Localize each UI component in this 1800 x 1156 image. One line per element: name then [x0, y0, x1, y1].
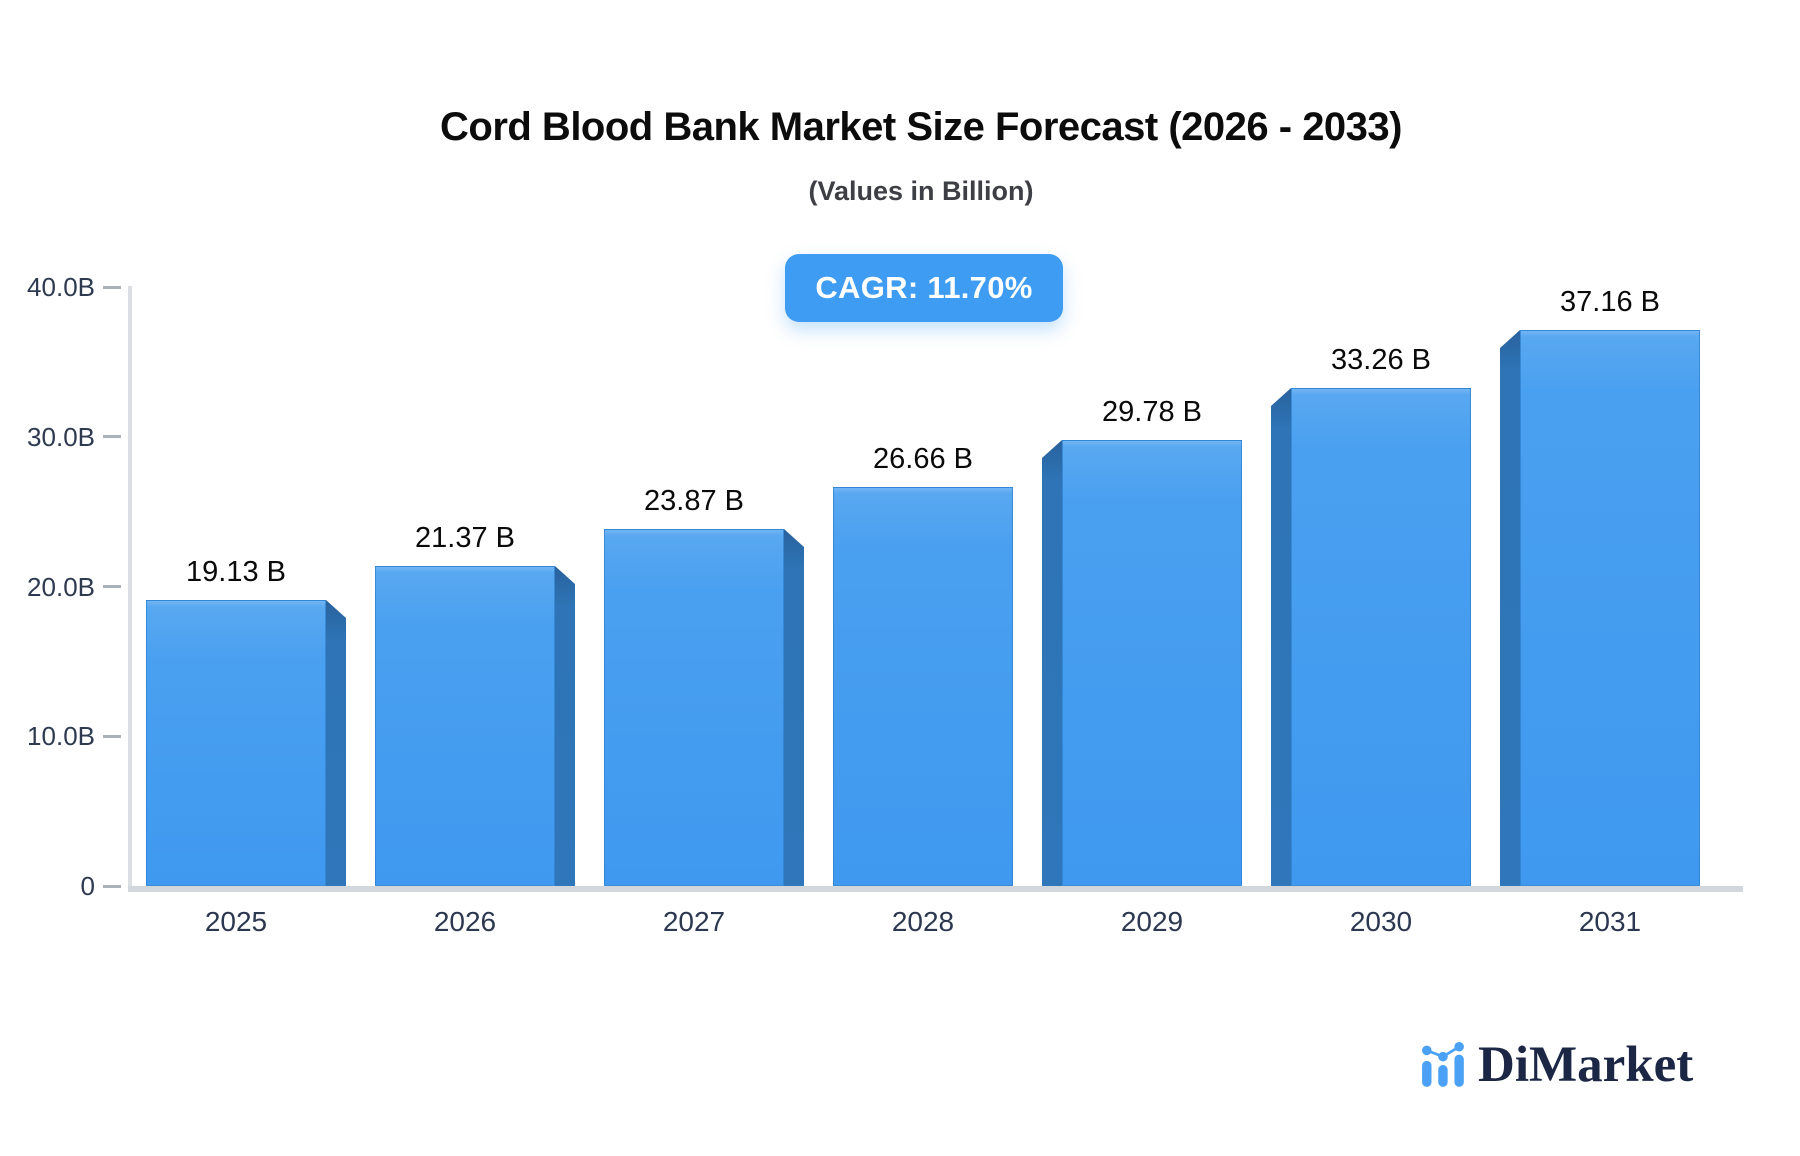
bar-side-2029 — [1042, 440, 1062, 886]
x-axis-baseline — [128, 886, 1743, 892]
bar-value-label-2030: 33.26 B — [1331, 344, 1431, 376]
y-tick-mark — [103, 435, 121, 439]
y-axis-line — [128, 286, 132, 890]
x-tick-label-2028: 2028 — [891, 906, 955, 937]
x-tick-label-2025: 2025 — [204, 906, 268, 937]
y-tick-mark — [103, 734, 121, 738]
bar-2027[interactable] — [604, 529, 784, 886]
y-tick-mark — [103, 285, 121, 289]
chart-subtitle: (Values in Billion) — [808, 176, 1034, 206]
bar-value-label-2025: 19.13 B — [186, 556, 286, 588]
bar-value-label-2027: 23.87 B — [644, 485, 744, 517]
bar-2030[interactable] — [1291, 388, 1471, 886]
x-tick-label-2026: 2026 — [433, 906, 497, 937]
bar-2029[interactable] — [1062, 440, 1242, 886]
bar-2028[interactable] — [833, 487, 1013, 886]
dimarket-logo: DiMarket — [1420, 1037, 1694, 1093]
x-tick-label-2030: 2030 — [1349, 906, 1413, 937]
chart-title: Cord Blood Bank Market Size Forecast (20… — [440, 105, 1403, 149]
bar-2031[interactable] — [1520, 330, 1700, 886]
mini-bar-line-chart-icon — [1421, 1041, 1464, 1087]
bar-side-2031 — [1500, 330, 1520, 886]
bar-value-label-2029: 29.78 B — [1102, 396, 1202, 428]
cagr-badge-label: CAGR: 11.70% — [815, 270, 1033, 305]
cagr-badge: CAGR: 11.70% — [785, 254, 1063, 322]
bar-value-label-2028: 26.66 B — [873, 443, 973, 475]
bar-value-label-2031: 37.16 B — [1560, 286, 1660, 318]
y-tick-label: 40.0B — [27, 272, 95, 303]
y-tick-label: 30.0B — [27, 421, 95, 452]
bar-2026[interactable] — [375, 566, 555, 886]
bar-value-label-2026: 21.37 B — [415, 522, 515, 554]
y-tick-label: 20.0B — [27, 571, 95, 602]
y-tick-label: 10.0B — [27, 721, 95, 752]
y-tick-mark — [103, 585, 121, 589]
bar-2025[interactable] — [146, 600, 326, 886]
bar-side-2027 — [784, 529, 804, 886]
x-tick-label-2031: 2031 — [1578, 906, 1642, 937]
y-tick-label: 0 — [80, 871, 95, 901]
bar-side-2030 — [1271, 388, 1291, 886]
x-tick-label-2029: 2029 — [1120, 906, 1184, 937]
logo-text: DiMarket — [1478, 1037, 1694, 1093]
x-tick-label-2027: 2027 — [662, 906, 726, 937]
bar-side-2025 — [326, 600, 346, 886]
y-tick-mark — [103, 884, 121, 888]
bar-side-2026 — [555, 566, 575, 886]
